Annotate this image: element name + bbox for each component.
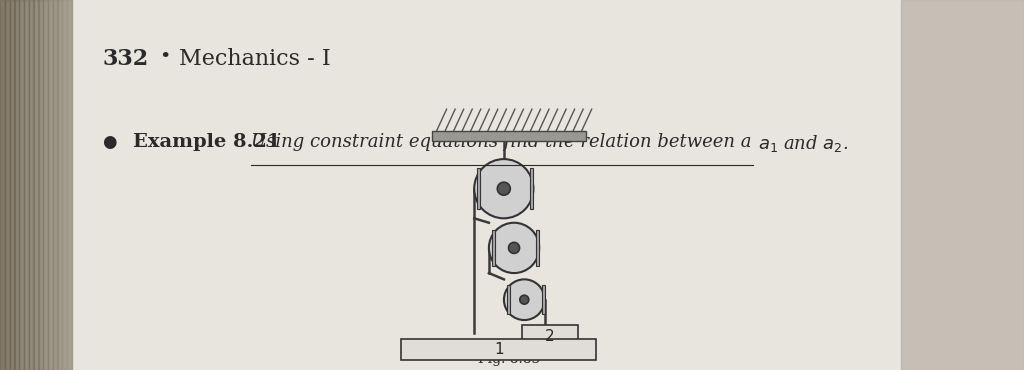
Bar	[14, 0, 19, 370]
Bar	[38, 0, 43, 370]
Bar	[477, 168, 480, 209]
Ellipse shape	[498, 182, 510, 195]
Bar	[521, 325, 578, 349]
Text: $a_1$ and $a_2$.: $a_1$ and $a_2$.	[758, 133, 848, 154]
Bar	[62, 0, 68, 370]
Text: Fig. 8.83: Fig. 8.83	[478, 352, 540, 366]
Bar	[432, 131, 586, 141]
Bar	[52, 0, 57, 370]
Bar	[0, 0, 5, 370]
Ellipse shape	[474, 159, 534, 218]
Bar	[492, 230, 495, 266]
Bar	[901, 0, 1024, 370]
Text: 2: 2	[545, 329, 555, 344]
Bar	[542, 286, 545, 314]
Bar	[29, 0, 34, 370]
Bar	[507, 286, 510, 314]
Text: 1: 1	[494, 342, 504, 357]
Ellipse shape	[520, 295, 528, 304]
Bar	[67, 0, 72, 370]
Bar	[530, 168, 534, 209]
Text: Example 8.21: Example 8.21	[133, 133, 281, 151]
Bar	[9, 0, 14, 370]
Bar	[5, 0, 10, 370]
Bar	[48, 0, 53, 370]
Bar	[0, 0, 72, 370]
Bar	[401, 340, 596, 360]
Bar	[24, 0, 29, 370]
Bar	[19, 0, 25, 370]
Text: Mechanics - I: Mechanics - I	[179, 48, 331, 70]
Ellipse shape	[488, 223, 540, 273]
Text: ●: ●	[102, 133, 117, 151]
Bar	[537, 230, 540, 266]
Ellipse shape	[504, 279, 545, 320]
Text: Using constraint equations find the relation between a: Using constraint equations find the rela…	[251, 133, 752, 151]
Bar	[57, 0, 62, 370]
Text: •: •	[159, 48, 170, 66]
Text: 332: 332	[102, 48, 148, 70]
Ellipse shape	[509, 242, 519, 253]
Bar	[43, 0, 48, 370]
Bar	[34, 0, 39, 370]
